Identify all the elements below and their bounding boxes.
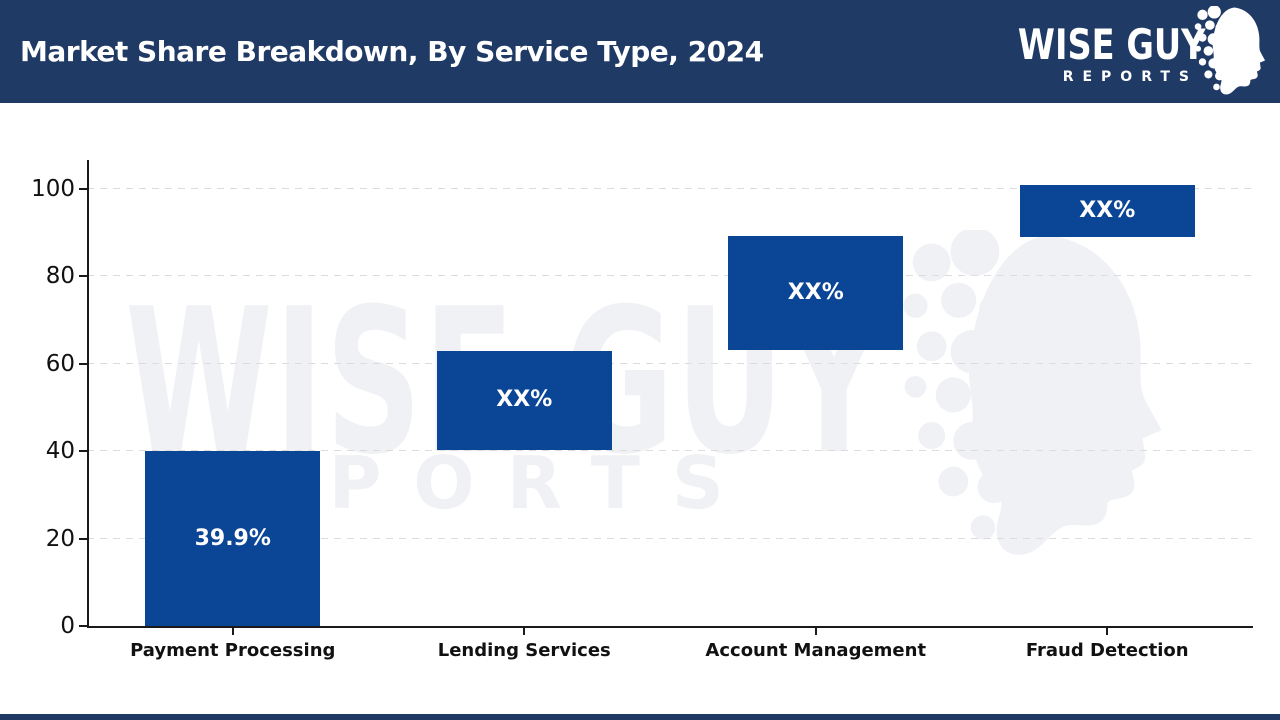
bar-fraud-detection [1019,185,1195,238]
gridline-60 [87,362,1253,364]
y-tick-label: 60 [45,350,75,377]
x-axis-label: Account Management [705,640,927,661]
x-tick-mark [814,628,817,635]
bar-lending-services [436,350,612,451]
bar-value-label: 39.9% [194,525,271,551]
y-tick-mark [79,187,87,190]
header-banner: Market Share Breakdown, By Service Type,… [0,0,1280,103]
bar-value-label: XX% [787,279,844,305]
y-tick-label: 80 [45,263,75,289]
y-tick-mark [79,450,87,452]
logo-wordmark: WISE GUY [1018,20,1206,69]
bar-value-label: XX% [496,387,553,413]
y-tick-label: 20 [45,525,75,552]
gridline-20 [87,537,1253,539]
footer-bar [0,714,1280,720]
y-tick-mark [79,275,87,277]
bar-account-management [728,235,904,350]
y-axis-line [87,160,89,628]
gridline-80 [87,275,1253,276]
x-axis-label: Fraud Detection [1025,640,1189,661]
gridline-100 [87,187,1253,189]
y-tick-mark [79,625,87,627]
x-axis-line [87,626,1253,628]
x-tick-mark [523,628,526,635]
x-tick-mark [231,628,234,635]
x-tick-mark [1106,628,1109,635]
bar-payment-processing [145,451,321,626]
logo-head-icon [1192,6,1266,98]
y-tick-label: 40 [45,438,75,464]
logo-subtext: REPORTS [1062,69,1198,85]
y-tick-mark [79,537,87,540]
wiseguy-logo: WISE GUY REPORTS [1014,0,1274,103]
y-tick-mark [79,362,87,365]
chart-title: Market Share Breakdown, By Service Type,… [20,35,764,68]
gridline-40 [87,450,1253,451]
y-tick-label: 0 [60,613,75,639]
x-axis-label: Payment Processing [130,640,336,661]
y-tick-label: 100 [31,175,75,202]
x-axis-label: Lending Services [437,640,611,661]
bar-value-label: XX% [1079,198,1136,224]
